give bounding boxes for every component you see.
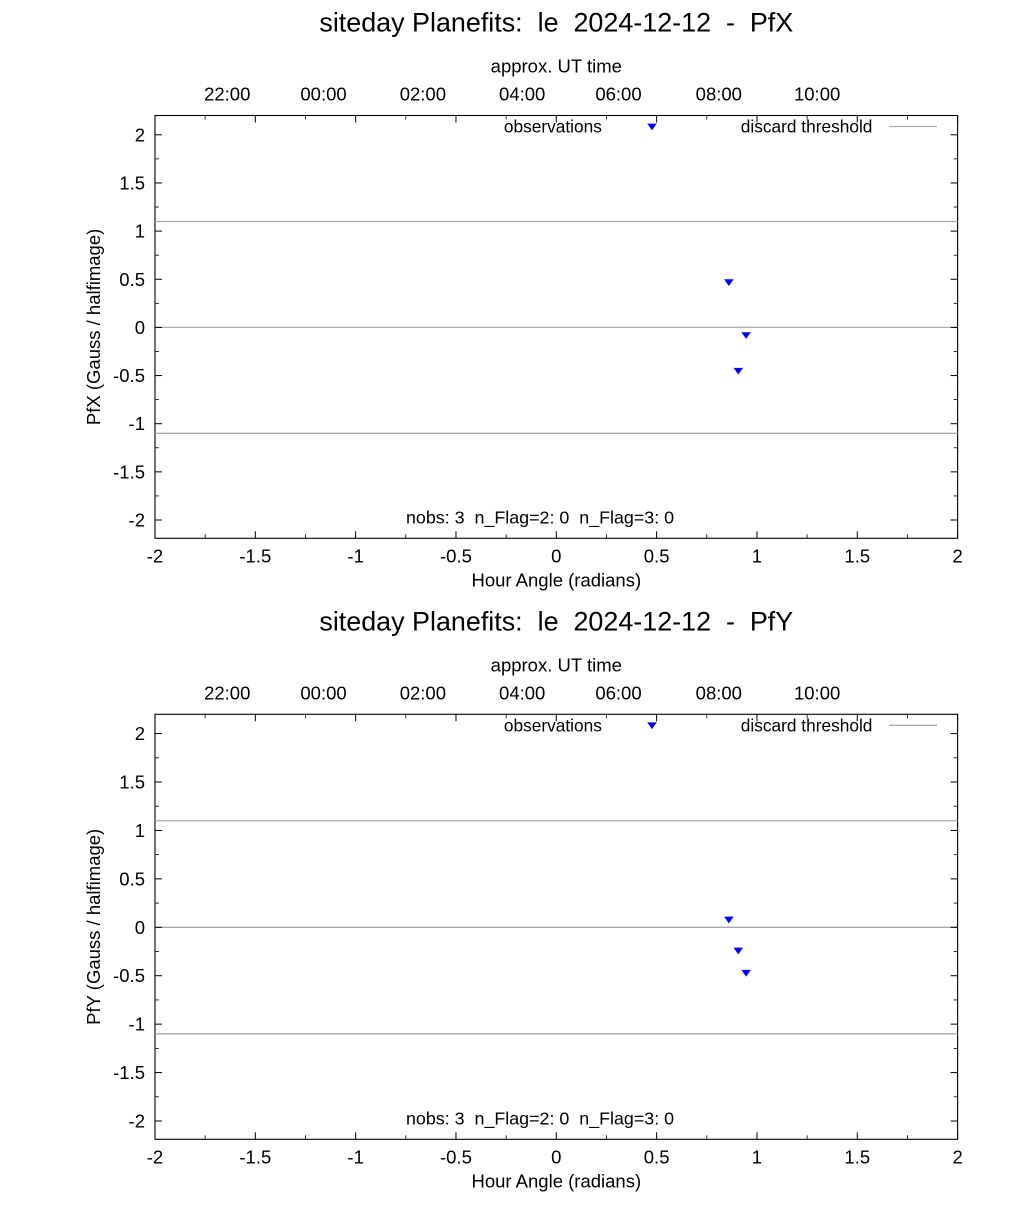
svg-text:2: 2 — [952, 545, 962, 566]
svg-text:22:00: 22:00 — [204, 84, 250, 105]
svg-text:approx. UT time: approx. UT time — [491, 56, 622, 77]
svg-text:discard threshold: discard threshold — [741, 715, 873, 735]
svg-text:0: 0 — [551, 1146, 561, 1167]
svg-text:-0.5: -0.5 — [440, 1146, 472, 1167]
svg-text:1: 1 — [752, 545, 762, 566]
svg-text:-1.5: -1.5 — [113, 461, 145, 482]
svg-text:1: 1 — [135, 820, 145, 841]
svg-text:observations: observations — [504, 715, 602, 735]
svg-text:-2: -2 — [147, 1146, 163, 1167]
svg-text:observations: observations — [504, 117, 602, 137]
svg-text:2: 2 — [952, 1146, 962, 1167]
svg-text:1.5: 1.5 — [119, 772, 145, 793]
svg-text:siteday Planefits: le 2024-1: siteday Planefits: le 2024-12-12 - PfY — [319, 606, 793, 636]
svg-text:08:00: 08:00 — [696, 84, 742, 105]
svg-text:06:00: 06:00 — [595, 682, 641, 703]
svg-text:22:00: 22:00 — [204, 682, 250, 703]
svg-text:04:00: 04:00 — [499, 682, 545, 703]
svg-text:Hour Angle (radians): Hour Angle (radians) — [471, 1170, 641, 1191]
svg-text:-1.5: -1.5 — [239, 1146, 271, 1167]
svg-text:-1.5: -1.5 — [239, 545, 271, 566]
svg-text:nobs: 3 n_Flag=2: 0 n_Flag=3: nobs: 3 n_Flag=2: 0 n_Flag=3: 0 — [406, 1108, 674, 1129]
svg-text:1.5: 1.5 — [119, 172, 145, 193]
svg-text:-0.5: -0.5 — [113, 965, 145, 986]
svg-text:06:00: 06:00 — [595, 84, 641, 105]
svg-text:0.5: 0.5 — [119, 868, 145, 889]
svg-text:1: 1 — [752, 1146, 762, 1167]
svg-text:10:00: 10:00 — [794, 84, 840, 105]
svg-text:-2: -2 — [129, 1111, 145, 1132]
svg-text:PfY (Gauss / halfimage): PfY (Gauss / halfimage) — [83, 829, 104, 1025]
svg-text:-0.5: -0.5 — [113, 365, 145, 386]
svg-text:08:00: 08:00 — [696, 682, 742, 703]
svg-text:-2: -2 — [147, 545, 163, 566]
svg-text:0.5: 0.5 — [119, 269, 145, 290]
svg-text:02:00: 02:00 — [400, 84, 446, 105]
svg-text:discard threshold: discard threshold — [741, 117, 873, 137]
svg-text:0.5: 0.5 — [644, 1146, 670, 1167]
svg-text:00:00: 00:00 — [300, 84, 346, 105]
svg-text:-1: -1 — [129, 1014, 145, 1035]
svg-text:0: 0 — [551, 545, 561, 566]
svg-text:-2: -2 — [129, 510, 145, 531]
svg-text:00:00: 00:00 — [300, 682, 346, 703]
svg-text:1.5: 1.5 — [844, 1146, 870, 1167]
svg-text:PfX (Gauss / halfimage): PfX (Gauss / halfimage) — [83, 229, 104, 425]
svg-text:siteday Planefits: le 2024-1: siteday Planefits: le 2024-12-12 - PfX — [319, 8, 793, 38]
svg-text:02:00: 02:00 — [400, 682, 446, 703]
svg-text:2: 2 — [135, 124, 145, 145]
svg-text:-1: -1 — [347, 545, 363, 566]
svg-text:nobs: 3 n_Flag=2: 0 n_Flag=3: nobs: 3 n_Flag=2: 0 n_Flag=3: 0 — [406, 507, 674, 528]
svg-text:-0.5: -0.5 — [440, 545, 472, 566]
svg-text:0.5: 0.5 — [644, 545, 670, 566]
svg-text:-1.5: -1.5 — [113, 1062, 145, 1083]
svg-text:2: 2 — [135, 723, 145, 744]
svg-text:Hour Angle (radians): Hour Angle (radians) — [471, 569, 641, 590]
svg-text:04:00: 04:00 — [499, 84, 545, 105]
svg-text:10:00: 10:00 — [794, 682, 840, 703]
svg-text:1: 1 — [135, 221, 145, 242]
svg-text:approx. UT time: approx. UT time — [491, 654, 622, 675]
svg-text:0: 0 — [135, 917, 145, 938]
svg-text:1.5: 1.5 — [844, 545, 870, 566]
svg-text:-1: -1 — [347, 1146, 363, 1167]
svg-text:-1: -1 — [129, 413, 145, 434]
svg-text:0: 0 — [135, 317, 145, 338]
